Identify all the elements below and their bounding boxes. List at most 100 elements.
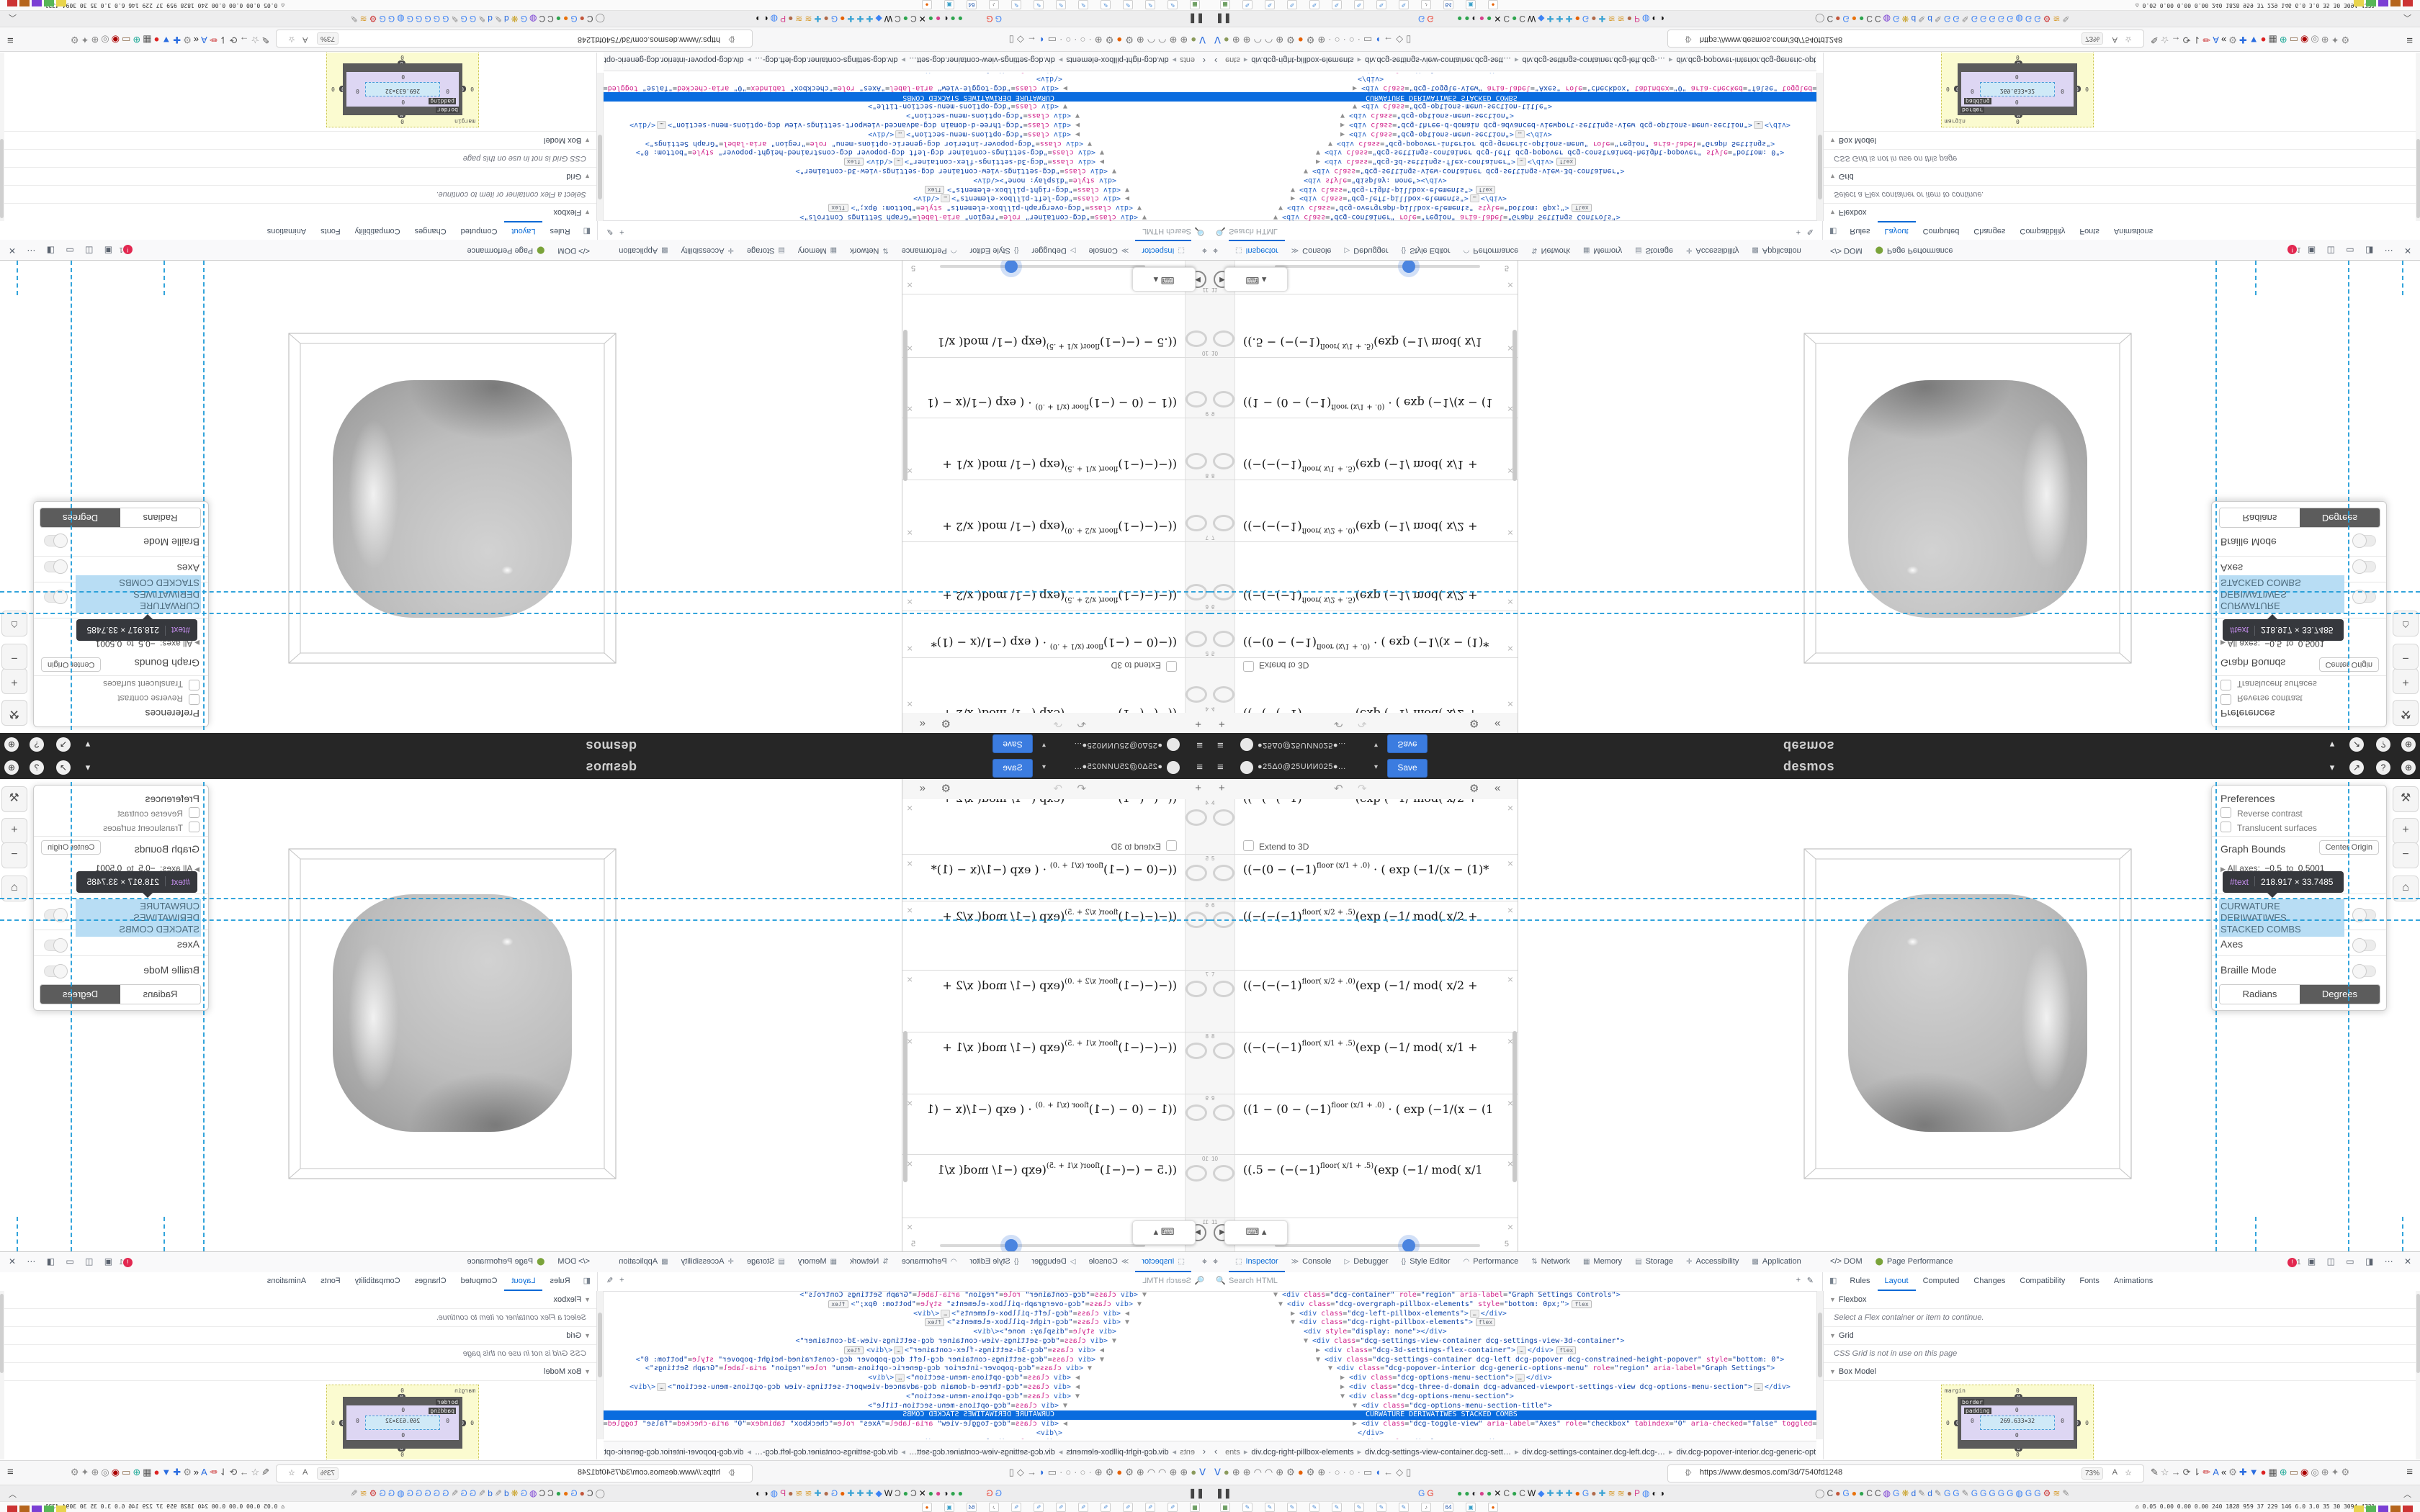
tab-favicon[interactable]: G (377, 14, 386, 24)
taskbar-app-button[interactable]: ♪ (1421, 0, 1431, 9)
lock-icon[interactable]: ▯ (730, 35, 735, 44)
tab-favicon[interactable]: ✎ (348, 14, 358, 24)
devtools-tab-style-editor[interactable]: {}Style Editor (1401, 1257, 1451, 1266)
toolbar-icon[interactable]: ▭ (1363, 35, 1376, 45)
html-tree-node[interactable]: ▼ <div class="dcg-right-pillbox-elements… (604, 1318, 1210, 1328)
taskbar-app-button[interactable]: ✎ (1242, 1503, 1252, 1512)
expression-scrollbar[interactable] (903, 1031, 908, 1182)
html-tree-node[interactable]: ▶ <div class="dcg-options-menu-section">… (1340, 1374, 1552, 1382)
expression-row[interactable]: 6 ((−(−(−1)floor( x/2 + .5)(exp (−1/ mod(… (902, 541, 1210, 611)
toolbar-extension-icon[interactable]: ☆ (2160, 35, 2172, 45)
extend-to-3d-checkbox[interactable]: Extend to 3D (1243, 840, 1309, 852)
devtools-tab-debugger[interactable]: ▷Debugger (1031, 1257, 1076, 1266)
toolbar-icon[interactable]: ◠ (1253, 35, 1265, 45)
devtools-tab-network[interactable]: ⇅Network (1531, 246, 1570, 255)
toolbar-icon[interactable]: ◇ (1013, 1467, 1024, 1477)
html-tree-node[interactable]: </div> (1036, 1428, 1062, 1437)
sidebar-tab-changes[interactable]: Changes (414, 1277, 447, 1285)
toolbar-extension-icon[interactable]: ✦ (2331, 1467, 2341, 1477)
tab-favicon[interactable]: ✎ (476, 14, 486, 24)
tab-favicon[interactable]: G (1953, 1488, 1962, 1498)
devtools-tab-console[interactable]: ≫Console (1291, 1257, 1332, 1266)
tab-favicon[interactable]: ✎ (1934, 1488, 1944, 1498)
tab-favicons-run1[interactable]: GG (1418, 14, 1436, 24)
tab-favicon[interactable]: G (431, 1488, 440, 1498)
toolbar-icon[interactable]: ⚙ (1102, 35, 1114, 45)
html-tree-node[interactable]: ▼ <div class="dcg-settings-view-containe… (1304, 167, 1625, 176)
tab-favicon[interactable]: ✚ (1598, 1488, 1608, 1498)
extend-to-3d-checkbox[interactable]: Extend to 3D (1111, 660, 1177, 672)
html-tree-node[interactable]: ▶ <div class="dcg-toggle-view" aria-labe… (604, 83, 1210, 92)
tab-favicon[interactable]: ◯ (1815, 14, 1827, 24)
devtools-tab-application[interactable]: ▩Application (1752, 246, 1801, 255)
tab-favicon[interactable]: P (1634, 14, 1642, 24)
tab-favicon[interactable]: G (385, 1488, 395, 1498)
sidebar-tab-fonts[interactable]: Fonts (321, 227, 341, 235)
toolbar-icon[interactable]: ⚙ (1122, 1467, 1134, 1477)
tab-page-performance[interactable]: ⬤Page Performance (1875, 1257, 1953, 1266)
devtools-tab-style-editor[interactable]: {}Style Editor (969, 1257, 1019, 1266)
delete-expression-button[interactable]: × (907, 1221, 913, 1233)
tab-favicon[interactable]: ◑ (753, 14, 761, 24)
toolbar-icon[interactable]: ⊕ (1232, 1467, 1243, 1477)
tab-favicon[interactable]: G (2025, 14, 2035, 24)
degrees-button[interactable]: Degrees (2300, 508, 2380, 527)
expression-row[interactable]: 10 ((.5 − (−(−1)floor( x/1 + .5)(exp (−1/… (1210, 294, 1518, 357)
page-zoom-badge[interactable]: 73% (317, 32, 339, 45)
tab-favicon[interactable]: ● (1858, 14, 1867, 24)
html-tree-node[interactable]: ▼ <div class="dcg-popover-interior dcg-g… (1328, 139, 1775, 148)
expression-row[interactable]: 6 ((−(−(−1)floor( x/2 + .5)(exp (−1/ mod(… (1210, 901, 1518, 971)
taskbar-app-button[interactable]: ▣ (1466, 1503, 1476, 1512)
taskbar-apps[interactable]: ▦ ✎ ✎ ✎ ✎ ✎ ✎ ✎ ✎ ♪ 64 ▣ ● (910, 1503, 1200, 1512)
toolbar-icon[interactable]: ← (1384, 1467, 1397, 1477)
toolbar-icon[interactable]: ⊕ (1317, 1467, 1329, 1477)
toolbar-icon[interactable]: ⚙ (1286, 35, 1298, 45)
taskbar-app-button[interactable]: ✎ (1376, 1503, 1386, 1512)
sidebar-tab-layout[interactable]: Layout (504, 1272, 542, 1291)
tab-favicon[interactable]: ❋ (508, 14, 519, 24)
html-tree-node[interactable]: ▼ <div class="dcg-overgraph-pillbox-elem… (604, 202, 1210, 212)
code-scrollbar[interactable] (1816, 1291, 1823, 1439)
grid-section-header[interactable]: ▼Grid (1824, 167, 2420, 185)
toolbar-icon[interactable]: ⚙ (1286, 1467, 1298, 1477)
hide-toggle-icon[interactable] (1186, 631, 1207, 647)
toolbar-extension-icon[interactable]: ⇂ (2192, 35, 2203, 45)
tab-overflow-chevron[interactable]: ︿ (9, 13, 17, 22)
sidebar-tab-compatibility[interactable]: Compatibility (2020, 227, 2066, 235)
devtools-tab-performance[interactable]: ◠Performance (901, 1257, 957, 1266)
toolbar-icon[interactable]: ○ (1334, 1467, 1343, 1477)
sidebar-toggle-icon[interactable]: ◧ (583, 227, 591, 235)
tab-favicon[interactable]: ✚ (1598, 14, 1608, 24)
tab-favicon[interactable]: ● (553, 1488, 562, 1498)
toolbar-extension-icon[interactable]: « (2220, 1467, 2229, 1477)
tab-favicon[interactable]: ◑ (1659, 14, 1667, 24)
devtools-tab-accessibility[interactable]: ✛Accessibility (681, 1257, 734, 1266)
tab-favicon[interactable]: G (984, 1488, 993, 1498)
delete-expression-button[interactable]: × (907, 643, 913, 654)
element-picker-icon[interactable]: ⌖ (1213, 246, 1219, 256)
tab-favicon[interactable]: ✚ (864, 1488, 874, 1498)
pinned-tab-pause[interactable]: ❚❚ (1216, 14, 1232, 24)
html-tree-node[interactable]: ▶ <div class="dcg-three-d-domain dcg-adv… (1340, 1382, 1791, 1391)
delete-expression-button[interactable]: × (907, 527, 913, 539)
toolbar-icon[interactable]: ◠ (1144, 35, 1156, 45)
toolbar-icon[interactable]: ◠ (1253, 1467, 1265, 1477)
reset-view-button[interactable]: ⌂ (1, 611, 27, 636)
tab-favicon[interactable]: G (1997, 14, 2007, 24)
toolbar-icon[interactable]: ⊕ (1232, 35, 1243, 45)
toolbar-icon[interactable]: ◠ (1155, 1467, 1167, 1477)
html-tree-node[interactable]: ▼ <div class="dcg-options-menu-section"> (906, 1392, 1080, 1400)
tab-page-performance[interactable]: ⬤Page Performance (467, 1257, 545, 1266)
reader-mode-icon[interactable]: A (302, 1468, 308, 1477)
tab-favicon[interactable]: G (518, 14, 527, 24)
html-tree-node[interactable]: ▼ <div class="dcg-options-menu-section-t… (868, 1401, 1067, 1410)
toolbar-icon[interactable]: ⊕ (1091, 35, 1103, 45)
pinned-tab-pause[interactable]: ❚❚ (1216, 1488, 1232, 1498)
expression-row[interactable]: 9 ((1 − (0 − (−1)floor (x/1 + .0) · ( exp… (902, 1094, 1210, 1155)
toolbar-extension-icon[interactable]: ▦ (2268, 1467, 2280, 1477)
toolbar-extension-icon[interactable]: ✏ (2202, 1467, 2213, 1477)
toolbar-extension-icon[interactable]: ◎ (2311, 35, 2321, 45)
radians-button[interactable]: Radians (2220, 508, 2300, 527)
tab-favicon[interactable]: G (1971, 1488, 1981, 1498)
toolbar-extension-icon[interactable]: ▭ (120, 35, 131, 45)
